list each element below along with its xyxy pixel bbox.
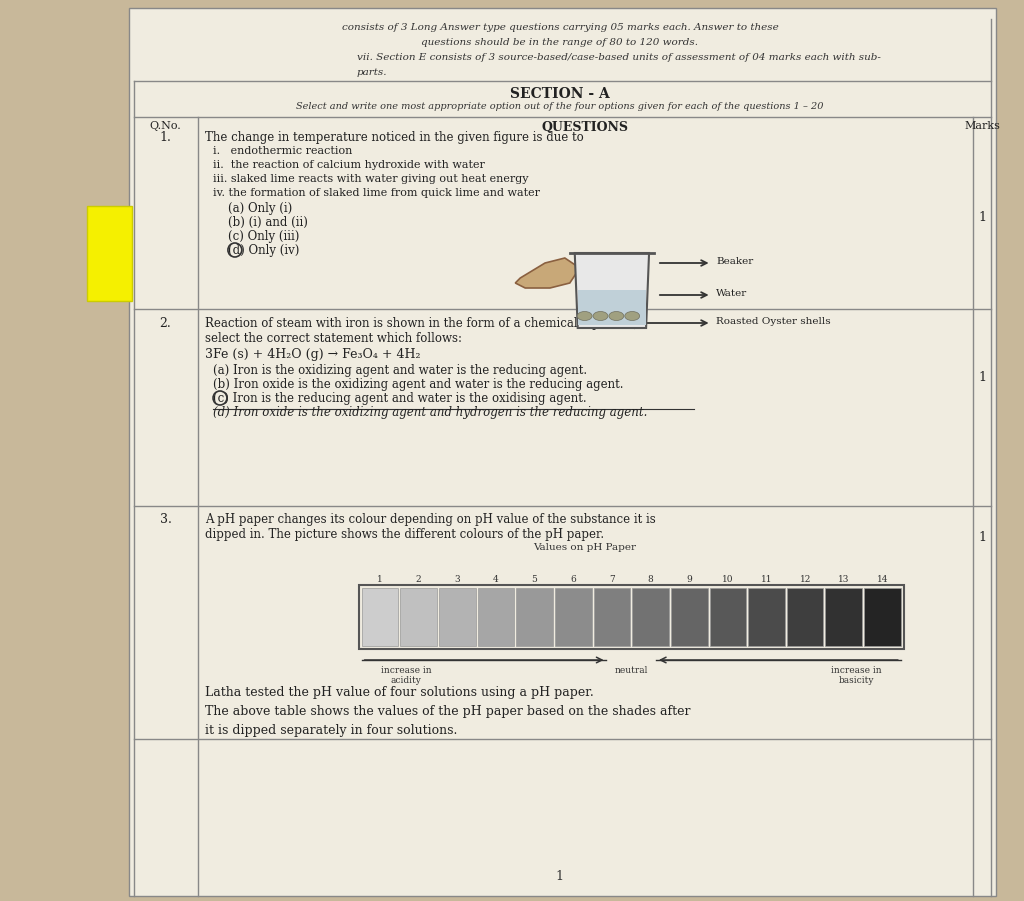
Text: 14: 14 — [877, 575, 888, 584]
Text: Q.No.: Q.No. — [150, 121, 181, 131]
Text: (d) Only (iv): (d) Only (iv) — [228, 244, 299, 257]
Text: 8: 8 — [647, 575, 653, 584]
Text: 3: 3 — [455, 575, 460, 584]
Ellipse shape — [625, 312, 640, 321]
Text: select the correct statement which follows:: select the correct statement which follo… — [205, 332, 462, 345]
Ellipse shape — [578, 312, 592, 321]
FancyBboxPatch shape — [594, 588, 630, 646]
Text: Select and write one most appropriate option out of the four options given for e: Select and write one most appropriate op… — [296, 102, 823, 111]
Text: 3Fe (s) + 4H₂O (g) → Fe₃O₄ + 4H₂: 3Fe (s) + 4H₂O (g) → Fe₃O₄ + 4H₂ — [205, 348, 421, 361]
Text: neutral: neutral — [614, 666, 648, 675]
FancyBboxPatch shape — [400, 588, 437, 646]
Text: iv. the formation of slaked lime from quick lime and water: iv. the formation of slaked lime from qu… — [213, 188, 540, 198]
Polygon shape — [574, 253, 649, 328]
Text: 2: 2 — [416, 575, 422, 584]
Text: 1: 1 — [556, 870, 564, 883]
Text: dipped in. The picture shows the different colours of the pH paper.: dipped in. The picture shows the differe… — [205, 528, 604, 541]
Text: (d) Iron oxide is the oxidizing agent and hydrogen is the reducing agent.: (d) Iron oxide is the oxidizing agent an… — [213, 406, 647, 419]
Text: SECTION - A: SECTION - A — [510, 87, 609, 101]
Text: ii.  the reaction of calcium hydroxide with water: ii. the reaction of calcium hydroxide wi… — [213, 160, 485, 170]
Text: 1: 1 — [377, 575, 383, 584]
Text: 12: 12 — [800, 575, 811, 584]
Text: 13: 13 — [838, 575, 850, 584]
Text: 1: 1 — [978, 211, 986, 224]
Text: 3.: 3. — [160, 513, 171, 526]
Text: vii. Section E consists of 3 source-based/case-based units of assessment of 04 m: vii. Section E consists of 3 source-base… — [356, 53, 881, 62]
Text: 9: 9 — [686, 575, 692, 584]
Text: increase in
acidity: increase in acidity — [381, 666, 431, 686]
FancyBboxPatch shape — [825, 588, 862, 646]
Text: A pH paper changes its colour depending on pH value of the substance it is: A pH paper changes its colour depending … — [205, 513, 656, 526]
Text: 7: 7 — [609, 575, 614, 584]
FancyBboxPatch shape — [555, 588, 592, 646]
Text: increase in
basicity: increase in basicity — [830, 666, 882, 686]
Text: (a) Iron is the oxidizing agent and water is the reducing agent.: (a) Iron is the oxidizing agent and wate… — [213, 364, 587, 377]
FancyBboxPatch shape — [864, 588, 901, 646]
Text: consists of 3 Long Answer type questions carrying 05 marks each. Answer to these: consists of 3 Long Answer type questions… — [342, 23, 778, 32]
Text: (b) (i) and (ii): (b) (i) and (ii) — [228, 216, 308, 229]
FancyBboxPatch shape — [129, 8, 996, 896]
Text: Beaker: Beaker — [717, 257, 754, 266]
Text: questions should be in the range of 80 to 120 words.: questions should be in the range of 80 t… — [422, 38, 698, 47]
Polygon shape — [578, 290, 646, 325]
FancyBboxPatch shape — [439, 588, 476, 646]
Text: 10: 10 — [722, 575, 733, 584]
FancyBboxPatch shape — [516, 588, 553, 646]
FancyBboxPatch shape — [632, 588, 669, 646]
Text: Reaction of steam with iron is shown in the form of a chemical equation,: Reaction of steam with iron is shown in … — [205, 317, 637, 330]
Text: 1: 1 — [978, 371, 986, 384]
Ellipse shape — [609, 312, 624, 321]
Text: Water: Water — [717, 288, 748, 297]
Text: 1.: 1. — [160, 131, 171, 144]
Text: Marks: Marks — [964, 121, 1000, 131]
Text: i.   endothermic reaction: i. endothermic reaction — [213, 146, 352, 156]
Text: QUESTIONS: QUESTIONS — [541, 121, 628, 134]
Text: (c) Only (iii): (c) Only (iii) — [228, 230, 299, 243]
Text: (a) Only (i): (a) Only (i) — [228, 202, 292, 215]
Text: iii. slaked lime reacts with water giving out heat energy: iii. slaked lime reacts with water givin… — [213, 174, 528, 184]
FancyBboxPatch shape — [671, 588, 708, 646]
FancyBboxPatch shape — [361, 588, 398, 646]
Text: (b) Iron oxide is the oxidizing agent and water is the reducing agent.: (b) Iron oxide is the oxidizing agent an… — [213, 378, 624, 391]
Ellipse shape — [593, 312, 608, 321]
Text: 6: 6 — [570, 575, 577, 584]
FancyBboxPatch shape — [477, 588, 514, 646]
FancyBboxPatch shape — [749, 588, 784, 646]
Text: The above table shows the values of the pH paper based on the shades after: The above table shows the values of the … — [205, 705, 690, 718]
Text: 1: 1 — [978, 531, 986, 544]
Text: Latha tested the pH value of four solutions using a pH paper.: Latha tested the pH value of four soluti… — [205, 686, 594, 699]
Text: 4: 4 — [494, 575, 499, 584]
Text: 2.: 2. — [160, 317, 171, 330]
Text: parts.: parts. — [356, 68, 387, 77]
Text: The change in temperature noticed in the given figure is due to: The change in temperature noticed in the… — [205, 131, 584, 144]
Text: 11: 11 — [761, 575, 772, 584]
Text: 5: 5 — [531, 575, 538, 584]
Polygon shape — [515, 258, 580, 288]
Text: Values on pH Paper: Values on pH Paper — [534, 543, 636, 552]
Text: (c) Iron is the reducing agent and water is the oxidising agent.: (c) Iron is the reducing agent and water… — [213, 392, 587, 405]
Text: it is dipped separately in four solutions.: it is dipped separately in four solution… — [205, 724, 458, 737]
FancyBboxPatch shape — [710, 588, 746, 646]
FancyBboxPatch shape — [87, 206, 132, 301]
FancyBboxPatch shape — [786, 588, 823, 646]
Text: Roasted Oyster shells: Roasted Oyster shells — [717, 316, 831, 325]
